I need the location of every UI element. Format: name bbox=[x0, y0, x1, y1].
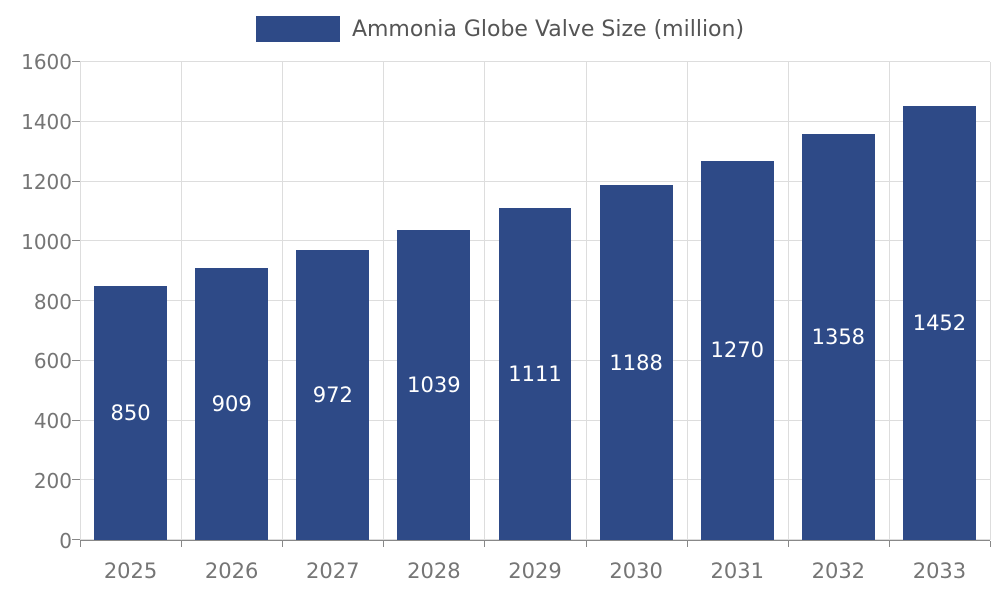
v-gridline bbox=[990, 62, 991, 540]
chart-legend[interactable]: Ammonia Globe Valve Size (million) bbox=[0, 16, 1000, 42]
y-tick-mark bbox=[72, 240, 80, 242]
bar-value-label: 1270 bbox=[710, 338, 764, 363]
y-tick-label: 1200 bbox=[21, 169, 72, 194]
y-tick-mark bbox=[72, 120, 80, 122]
v-gridline bbox=[484, 62, 486, 540]
x-tick-mark bbox=[484, 541, 486, 547]
bar-2030: 1188 bbox=[599, 185, 673, 540]
x-tick-mark bbox=[383, 541, 385, 547]
y-tick-label: 0 bbox=[59, 529, 72, 553]
x-tick-mark bbox=[888, 541, 890, 547]
bar-2028: 1039 bbox=[397, 229, 471, 540]
x-tick-label-2025: 2025 bbox=[103, 559, 158, 583]
bar-2026: 909 bbox=[195, 268, 269, 540]
bar-value-label: 972 bbox=[312, 382, 353, 407]
bar-value-label: 1111 bbox=[508, 362, 562, 387]
y-tick-mark bbox=[72, 539, 80, 540]
v-gridline bbox=[181, 62, 183, 540]
v-gridline bbox=[282, 62, 284, 540]
x-tick-mark bbox=[282, 541, 284, 547]
x-tick-label-2028: 2028 bbox=[407, 559, 461, 583]
legend-swatch bbox=[255, 16, 340, 42]
v-gridline bbox=[80, 62, 81, 540]
y-tick-mark bbox=[72, 180, 80, 182]
y-tick-label: 200 bbox=[33, 469, 72, 494]
y-tick-mark bbox=[72, 61, 80, 62]
legend-label: Ammonia Globe Valve Size (million) bbox=[351, 16, 745, 42]
y-tick-label: 800 bbox=[33, 289, 72, 314]
bar-2025: 850 bbox=[94, 286, 167, 540]
h-gridline bbox=[80, 180, 990, 182]
bar-value-label: 909 bbox=[211, 392, 252, 417]
bar-value-label: 1039 bbox=[407, 372, 461, 397]
bar-2029: 1111 bbox=[498, 208, 572, 540]
x-tick-label-2029: 2029 bbox=[508, 559, 562, 583]
bar-value-label: 1452 bbox=[912, 311, 967, 336]
x-tick-mark bbox=[181, 541, 183, 547]
x-tick-mark bbox=[686, 541, 688, 547]
x-tick-mark bbox=[990, 541, 991, 547]
x-tick-mark bbox=[80, 541, 81, 547]
y-tick-label: 1000 bbox=[21, 229, 72, 254]
y-tick-mark bbox=[72, 419, 80, 421]
y-tick-label: 400 bbox=[33, 409, 72, 434]
plot-area: 850 909 972 1039 1111 1188 1270 1358 1452 bbox=[72, 61, 991, 541]
y-tick-mark bbox=[72, 300, 80, 301]
v-gridline bbox=[383, 62, 385, 540]
bar-2032: 1358 bbox=[801, 134, 875, 540]
v-gridline bbox=[888, 62, 890, 540]
x-tick-label-2026: 2026 bbox=[204, 559, 259, 583]
y-tick-label: 600 bbox=[33, 349, 72, 374]
x-tick-label-2027: 2027 bbox=[306, 559, 360, 583]
bar-value-label: 1188 bbox=[609, 350, 663, 375]
bar-value-label: 1358 bbox=[811, 325, 866, 350]
bar-2031: 1270 bbox=[700, 160, 774, 540]
x-tick-label-2032: 2032 bbox=[811, 559, 866, 583]
y-tick-mark bbox=[72, 359, 80, 361]
h-gridline bbox=[80, 61, 990, 62]
x-axis: 2025 2026 2027 2028 2029 2030 2031 2032 2033 bbox=[80, 541, 991, 592]
y-tick-label: 1600 bbox=[21, 50, 72, 74]
bar-2027: 972 bbox=[296, 249, 370, 540]
v-gridline bbox=[686, 62, 688, 540]
y-tick-mark bbox=[72, 479, 80, 481]
x-tick-label-2031: 2031 bbox=[710, 559, 764, 583]
y-tick-label: 1400 bbox=[21, 109, 72, 134]
x-tick-label-2030: 2030 bbox=[609, 559, 663, 583]
x-tick-label-2033: 2033 bbox=[912, 559, 967, 583]
x-tick-mark bbox=[787, 541, 789, 547]
y-axis: 0 200 400 600 800 1000 1200 1400 1600 bbox=[0, 52, 72, 551]
v-gridline bbox=[585, 62, 587, 540]
bar-2033: 1452 bbox=[903, 106, 976, 540]
v-gridline bbox=[787, 62, 789, 540]
bar-value-label: 850 bbox=[110, 401, 151, 426]
h-gridline bbox=[80, 120, 990, 122]
x-tick-mark bbox=[585, 541, 587, 547]
